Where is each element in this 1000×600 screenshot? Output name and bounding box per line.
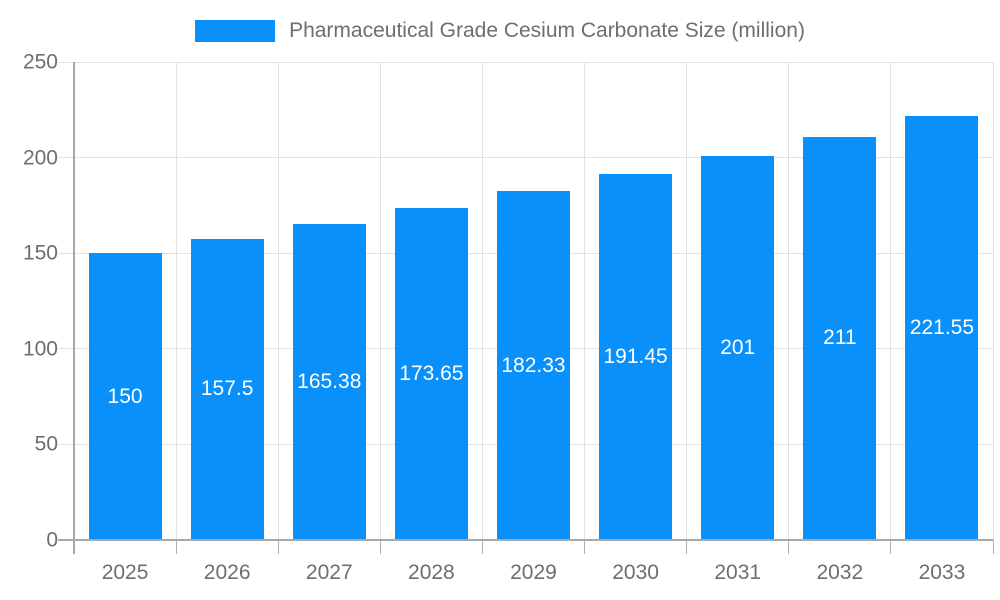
bar-2028[interactable]: 173.65 [394, 207, 468, 540]
x-axis-label: 2032 [816, 561, 864, 584]
bar-2030[interactable]: 191.45 [599, 173, 673, 540]
bar-2025[interactable]: 150 [88, 253, 162, 540]
y-axis-label: 100 [22, 337, 58, 361]
bar-value-label: 182.33 [501, 353, 566, 377]
axis-tick [890, 540, 892, 554]
bar-value-label: 150 [107, 384, 143, 408]
axis-tick [788, 540, 790, 554]
gridline [788, 62, 790, 540]
axis-tick [481, 540, 483, 554]
legend-swatch-icon [195, 20, 276, 42]
axis-tick [379, 540, 381, 554]
bar-value-label: 201 [720, 335, 756, 359]
x-axis-label: 2028 [408, 561, 455, 584]
bar-value-label: 165.38 [297, 369, 362, 393]
bar-2029[interactable]: 182.33 [497, 191, 570, 540]
gridline [992, 62, 994, 540]
legend-item[interactable]: Pharmaceutical Grade Cesium Carbonate Si… [0, 19, 1000, 43]
x-axis-label: 2030 [612, 561, 659, 584]
x-axis-line [58, 539, 993, 541]
x-axis-label: 2031 [714, 561, 762, 584]
axis-tick [992, 540, 994, 554]
gridline [58, 61, 993, 63]
gridline [584, 62, 586, 540]
bar-2031[interactable]: 201 [701, 155, 775, 540]
x-axis-label: 2027 [305, 561, 353, 584]
gridline [175, 62, 177, 540]
bar-2027[interactable]: 165.38 [292, 223, 366, 540]
x-axis-label: 2025 [101, 561, 149, 584]
y-axis-label: 250 [22, 50, 58, 74]
y-axis-label: 0 [46, 528, 58, 552]
bar-value-label: 211 [823, 326, 857, 350]
bar-value-label: 157.5 [200, 377, 254, 401]
x-axis-label: 2029 [510, 561, 557, 584]
axis-tick [686, 540, 688, 554]
bar-2026[interactable]: 157.5 [190, 238, 264, 540]
x-axis-label: 2033 [918, 561, 966, 584]
bar-value-label: 221.55 [909, 316, 975, 340]
bar-2033[interactable]: 221.55 [905, 116, 979, 540]
legend-label: Pharmaceutical Grade Cesium Carbonate Si… [289, 19, 805, 42]
gridline [277, 62, 279, 540]
bar-value-label: 173.65 [399, 361, 464, 385]
gridline [890, 62, 892, 540]
axis-tick [175, 540, 177, 554]
axis-tick [277, 540, 279, 554]
gridline [481, 62, 483, 540]
y-axis-label: 150 [22, 241, 58, 265]
y-axis-label: 50 [34, 432, 58, 456]
bar-value-label: 191.45 [603, 344, 668, 368]
gridline [379, 62, 381, 540]
axis-tick [584, 540, 586, 554]
gridline [686, 62, 688, 540]
y-axis-line [73, 62, 75, 554]
bar-2032[interactable]: 211 [803, 136, 877, 540]
gridline [58, 157, 993, 159]
x-axis-label: 2026 [203, 561, 251, 584]
y-axis-label: 200 [22, 146, 58, 170]
